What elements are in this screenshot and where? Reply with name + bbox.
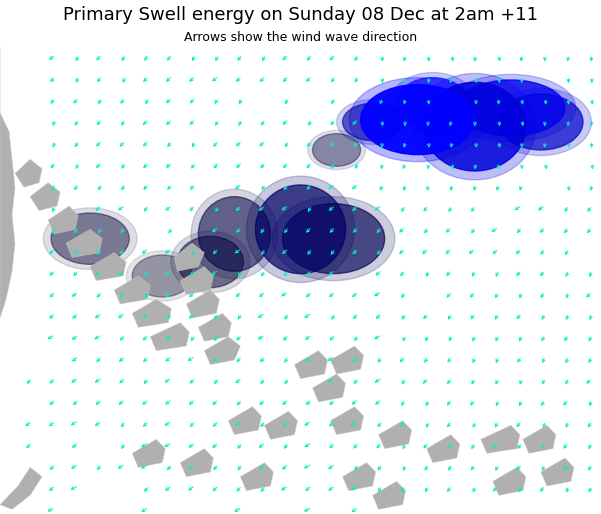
- Ellipse shape: [43, 208, 137, 269]
- Polygon shape: [541, 458, 574, 486]
- Ellipse shape: [389, 72, 476, 134]
- Ellipse shape: [499, 94, 583, 150]
- Ellipse shape: [337, 100, 409, 144]
- Ellipse shape: [51, 213, 129, 264]
- Ellipse shape: [313, 134, 361, 167]
- Polygon shape: [481, 425, 520, 453]
- Ellipse shape: [361, 85, 475, 155]
- Polygon shape: [150, 323, 189, 351]
- Polygon shape: [48, 206, 78, 234]
- Ellipse shape: [424, 82, 526, 171]
- Text: Primary Swell energy on Sunday 08 Dec at 2am +11: Primary Swell energy on Sunday 08 Dec at…: [63, 6, 538, 24]
- Polygon shape: [240, 463, 273, 491]
- Ellipse shape: [246, 176, 355, 283]
- Polygon shape: [15, 159, 42, 187]
- Ellipse shape: [457, 80, 565, 136]
- Ellipse shape: [282, 204, 385, 273]
- Ellipse shape: [343, 103, 403, 141]
- Ellipse shape: [490, 88, 591, 156]
- Polygon shape: [132, 299, 171, 327]
- Ellipse shape: [446, 75, 576, 141]
- Polygon shape: [331, 407, 364, 435]
- Ellipse shape: [413, 74, 536, 180]
- Ellipse shape: [272, 197, 395, 281]
- Polygon shape: [523, 425, 556, 453]
- Ellipse shape: [349, 78, 486, 161]
- Polygon shape: [114, 276, 150, 304]
- Polygon shape: [313, 374, 346, 402]
- Ellipse shape: [177, 236, 243, 288]
- Ellipse shape: [191, 189, 278, 279]
- Polygon shape: [493, 467, 526, 495]
- Polygon shape: [180, 267, 213, 295]
- Polygon shape: [228, 407, 261, 435]
- Polygon shape: [379, 420, 412, 449]
- Ellipse shape: [132, 255, 192, 297]
- Polygon shape: [198, 314, 231, 341]
- Polygon shape: [204, 337, 240, 364]
- Polygon shape: [264, 411, 297, 439]
- Polygon shape: [186, 290, 219, 318]
- Polygon shape: [294, 351, 328, 379]
- Text: Arrows show the wind wave direction: Arrows show the wind wave direction: [184, 31, 417, 44]
- Polygon shape: [132, 439, 165, 467]
- Ellipse shape: [397, 78, 469, 129]
- Ellipse shape: [308, 131, 365, 170]
- Polygon shape: [0, 47, 15, 318]
- Polygon shape: [66, 229, 102, 258]
- Polygon shape: [331, 346, 364, 374]
- Polygon shape: [343, 463, 376, 491]
- Polygon shape: [0, 467, 42, 509]
- Ellipse shape: [171, 231, 250, 293]
- Ellipse shape: [255, 185, 346, 273]
- Polygon shape: [373, 481, 406, 509]
- Polygon shape: [30, 182, 60, 211]
- Polygon shape: [180, 449, 213, 476]
- Polygon shape: [174, 243, 204, 271]
- Ellipse shape: [126, 251, 198, 301]
- Polygon shape: [90, 253, 126, 281]
- Ellipse shape: [198, 197, 270, 271]
- Polygon shape: [427, 435, 460, 463]
